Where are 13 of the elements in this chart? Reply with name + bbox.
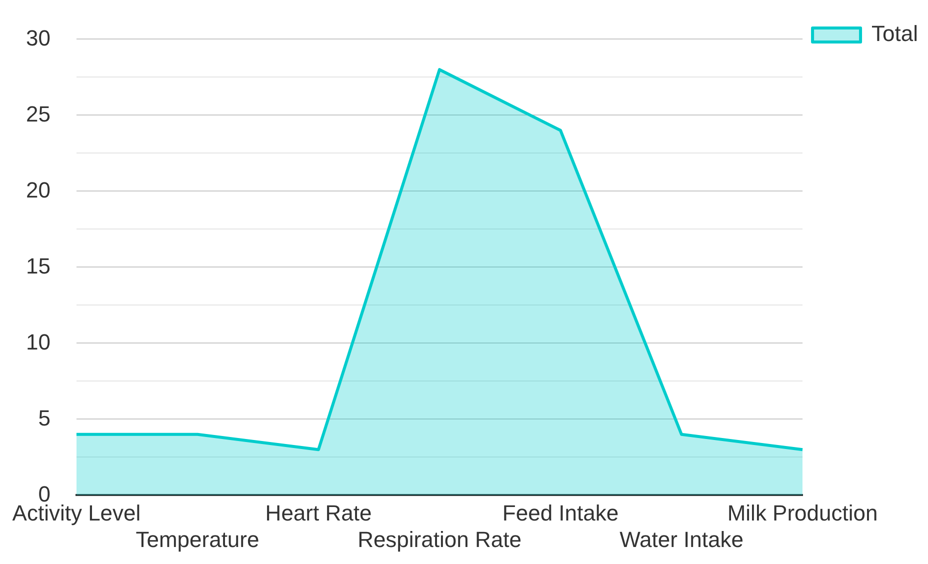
y-tick-label: 5 bbox=[38, 405, 50, 430]
y-tick-label: 15 bbox=[26, 253, 50, 278]
y-tick-label: 30 bbox=[26, 25, 50, 50]
y-tick-label: 10 bbox=[26, 329, 50, 354]
x-tick-label: Feed Intake bbox=[502, 500, 619, 526]
x-tick-label: Temperature bbox=[136, 526, 260, 552]
y-tick-label: 25 bbox=[26, 101, 50, 126]
x-tick-label: Heart Rate bbox=[265, 500, 372, 526]
y-tick-label: 20 bbox=[26, 177, 50, 202]
x-tick-label: Respiration Rate bbox=[358, 526, 522, 552]
x-tick-label: Water Intake bbox=[620, 526, 744, 552]
x-tick-label: Milk Production bbox=[727, 500, 878, 526]
legend-label: Total bbox=[872, 21, 918, 46]
